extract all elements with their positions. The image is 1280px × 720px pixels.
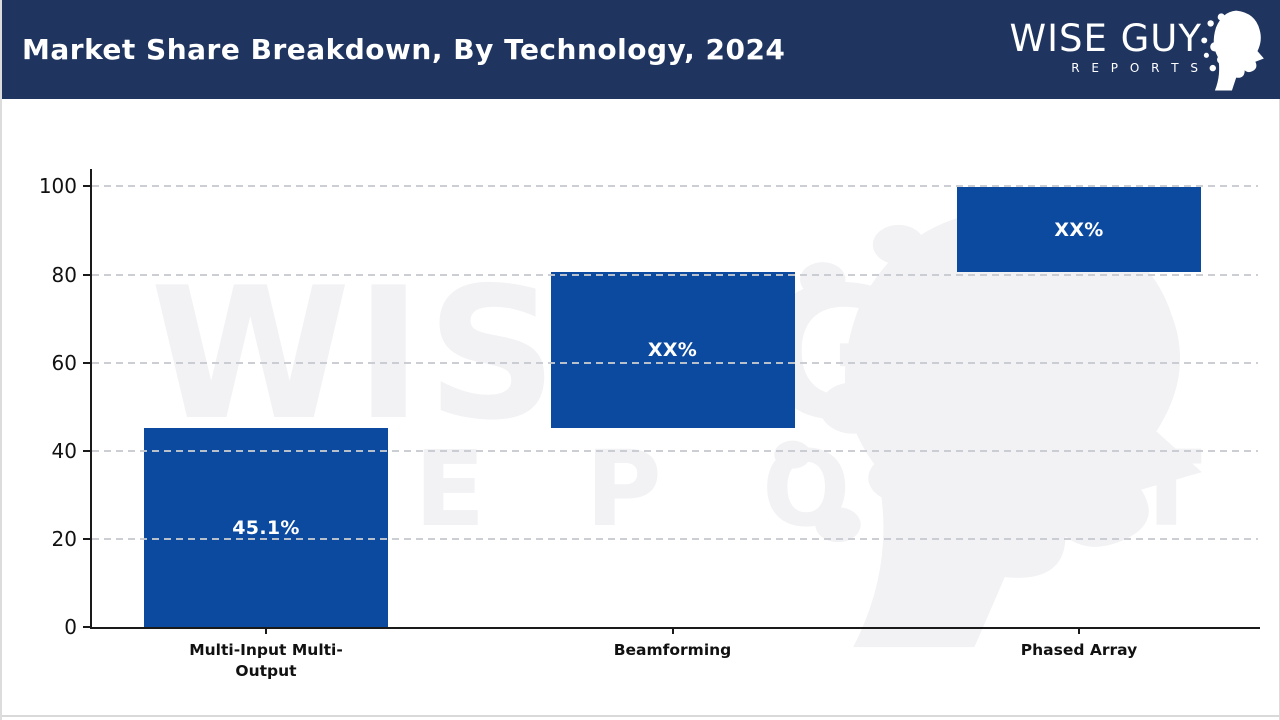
bar-3: XX% — [957, 187, 1201, 273]
watermark-head-icon — [756, 209, 1202, 648]
logo-sub-text: R E P O R T S — [1071, 60, 1202, 75]
bar-value-label: XX% — [1054, 218, 1104, 241]
bar-2: XX% — [550, 272, 795, 429]
wiseguy-logo: WISE GUY R E P O R T S — [1008, 4, 1268, 96]
logo-text: WISE GUY R E P O R T S — [1009, 17, 1202, 75]
header-bar: Market Share Breakdown, By Technology, 2… — [2, 0, 1280, 99]
bar-value-label: 45.1% — [232, 516, 300, 539]
logo-head-icon — [1201, 10, 1264, 91]
bar-1: 45.1% — [144, 428, 388, 627]
bottom-border — [2, 715, 1280, 717]
chart-title: Market Share Breakdown, By Technology, 2… — [22, 33, 786, 66]
logo-name-text: WISE GUY — [1009, 17, 1202, 60]
bar-value-label: XX% — [647, 339, 698, 362]
